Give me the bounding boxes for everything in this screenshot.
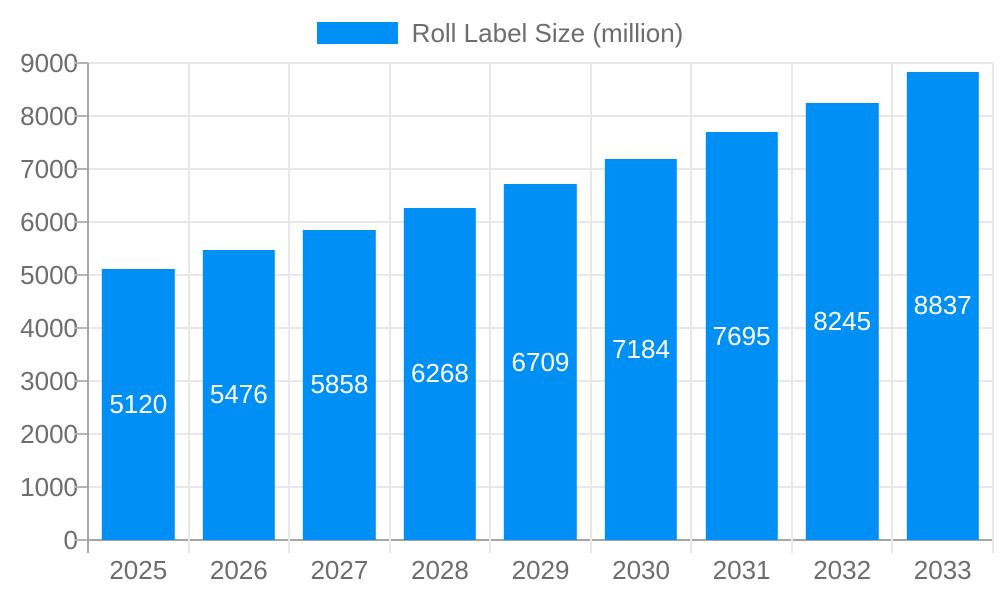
- x-tick-label-2031: 2031: [712, 555, 771, 585]
- bar-slot-2025: 5120: [88, 63, 189, 540]
- v-gridline-8: [891, 63, 894, 553]
- x-tick-label-2029: 2029: [511, 555, 570, 585]
- legend-swatch-icon: [316, 22, 398, 44]
- legend-label: Roll Label Size (million): [411, 17, 684, 48]
- x-tick-label-2025: 2025: [109, 555, 168, 585]
- bar-2033[interactable]: 8837: [906, 71, 979, 540]
- bar-value-label-2029: 6709: [511, 346, 570, 377]
- y-tick-label-0: 0: [63, 525, 78, 555]
- y-axis-line: [87, 63, 89, 553]
- bar-2027[interactable]: 5858: [303, 229, 376, 540]
- x-tick-label-2026: 2026: [209, 555, 268, 585]
- bar-value-label-2030: 7184: [612, 334, 670, 365]
- bar-slot-2026: 5476: [189, 63, 290, 540]
- y-tick-4000: [75, 327, 88, 329]
- y-tick-7000: [75, 168, 88, 170]
- v-gridline-9: [992, 63, 994, 553]
- bar-slot-2030: 7184: [591, 63, 692, 540]
- bar-slot-2032: 8245: [792, 63, 893, 540]
- v-gridline-3: [388, 63, 391, 553]
- bar-slot-2031: 7695: [691, 63, 792, 540]
- v-gridline-5: [589, 63, 592, 553]
- bar-value-label-2032: 8245: [813, 306, 872, 336]
- y-tick-9000: [75, 62, 88, 64]
- v-gridline-6: [690, 63, 693, 553]
- y-tick-6000: [75, 221, 88, 224]
- x-tick-label-2030: 2030: [612, 555, 670, 585]
- bar-slot-2027: 5858: [289, 63, 390, 540]
- y-tick-5000: [75, 274, 88, 276]
- bar-2032[interactable]: 8245: [805, 103, 879, 540]
- bar-value-label-2027: 5858: [310, 369, 369, 400]
- bar-2028[interactable]: 6268: [403, 207, 477, 540]
- y-tick-0: [75, 539, 88, 541]
- y-tick-1000: [75, 486, 88, 488]
- bar-value-label-2025: 5120: [109, 388, 168, 419]
- bar-2026[interactable]: 5476: [202, 249, 276, 540]
- plot-area: 5120 5476 5858 6268 6709 7184 7695 8245 8837: [75, 62, 994, 553]
- y-tick-label-4000: 4000: [20, 313, 78, 343]
- bar-slot-2029: 6709: [490, 63, 591, 540]
- x-tick-label-2032: 2032: [813, 555, 872, 585]
- x-tick-label-2028: 2028: [411, 555, 469, 585]
- bar-2031[interactable]: 7695: [705, 132, 778, 540]
- x-tick-label-2033: 2033: [913, 555, 972, 585]
- bar-value-label-2031: 7695: [712, 320, 771, 351]
- bar-2030[interactable]: 7184: [604, 159, 678, 540]
- h-gridline-7000: [88, 168, 993, 170]
- v-gridline-7: [790, 63, 793, 553]
- y-tick-8000: [75, 115, 88, 117]
- y-tick-3000: [75, 380, 88, 383]
- y-axis-labels: 0 1000 2000 3000 4000 5000 6000 7000 8000 9000: [0, 50, 78, 553]
- y-tick-label-8000: 8000: [20, 101, 78, 131]
- bar-value-label-2026: 5476: [209, 379, 268, 410]
- bar-slot-2033: 8837: [892, 63, 993, 540]
- y-tick-label-6000: 6000: [20, 207, 78, 238]
- y-tick-label-5000: 5000: [20, 260, 78, 290]
- v-gridline-2: [288, 63, 291, 553]
- v-gridline-1: [187, 63, 190, 553]
- y-tick-label-9000: 9000: [20, 48, 78, 78]
- h-gridline-8000: [88, 115, 993, 117]
- legend-item[interactable]: Roll Label Size (million): [0, 17, 1000, 49]
- v-gridline-4: [489, 63, 492, 553]
- bar-2029[interactable]: 6709: [504, 184, 577, 540]
- x-tick-label-2027: 2027: [310, 555, 369, 585]
- y-tick-label-3000: 3000: [20, 366, 78, 397]
- bar-value-label-2033: 8837: [913, 290, 972, 321]
- y-tick-label-2000: 2000: [20, 419, 78, 449]
- bar-value-label-2028: 6268: [410, 358, 469, 389]
- y-tick-label-1000: 1000: [20, 472, 78, 502]
- bar-slot-2028: 6268: [390, 63, 491, 540]
- y-tick-label-7000: 7000: [20, 154, 78, 184]
- y-tick-2000: [75, 433, 88, 435]
- h-gridline-9000: [88, 62, 993, 64]
- h-gridline-0: [88, 539, 993, 541]
- bar-2025[interactable]: 5120: [102, 268, 175, 540]
- x-axis-labels: 2025 2026 2027 2028 2029 2030 2031 2032 2033: [88, 556, 993, 590]
